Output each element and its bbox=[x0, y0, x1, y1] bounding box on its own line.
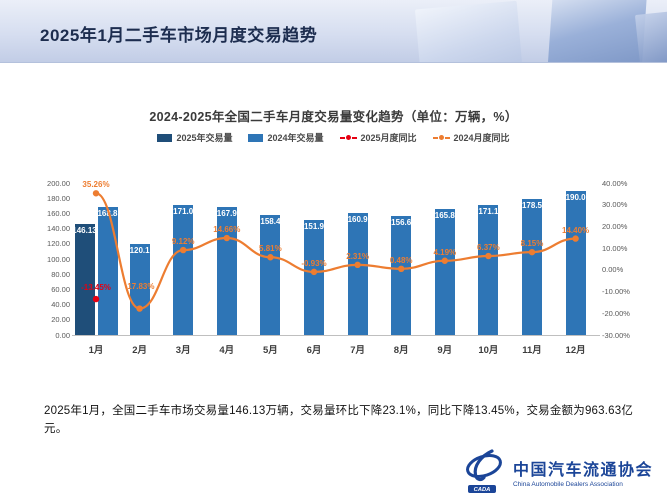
page-title: 2025年1月二手车市场月度交易趋势 bbox=[40, 26, 318, 45]
bar-2024 bbox=[173, 205, 194, 335]
line-value-label: 8.15% bbox=[520, 239, 544, 249]
bar-value-label: 171.0 bbox=[173, 207, 194, 217]
line-value-label: 14.40% bbox=[562, 225, 590, 235]
y-axis-label-left: 20.00 bbox=[51, 315, 70, 325]
svg-text:CADA: CADA bbox=[474, 487, 491, 493]
y-axis-label-right: 0.00% bbox=[602, 265, 624, 275]
y-axis-label-left: 60.00 bbox=[51, 284, 70, 294]
bar-value-label: 120.1 bbox=[129, 245, 150, 255]
legend-item-2025-volume: 2025年交易量 bbox=[157, 131, 232, 144]
line-value-label: 9.12% bbox=[171, 237, 195, 247]
bar-value-label: 178.5 bbox=[521, 201, 543, 211]
bar-value-label: 165.8 bbox=[434, 210, 455, 220]
line-value-label: 35.26% bbox=[82, 180, 110, 190]
x-axis-label: 8月 bbox=[393, 345, 409, 356]
legend-item-2024-volume: 2024年交易量 bbox=[248, 131, 324, 144]
x-axis-line bbox=[72, 335, 600, 336]
y-axis-label-left: 100.00 bbox=[47, 254, 70, 264]
y-axis-label-left: 0.00 bbox=[55, 330, 70, 340]
legend-swatch-2024-line bbox=[432, 135, 450, 140]
bar-value-label: 168.8 bbox=[97, 208, 118, 218]
bar-2024 bbox=[478, 204, 499, 335]
x-axis-label: 2月 bbox=[132, 345, 147, 356]
line-value-label: 2.31% bbox=[346, 251, 369, 261]
bar-value-label: 171.1 bbox=[478, 206, 499, 216]
org-name-block: 中国汽车流通协会 China Automobile Dealers Associ… bbox=[513, 456, 653, 488]
legend-label: 2024年交易量 bbox=[267, 133, 324, 143]
header-banner: 2025年1月二手车市场月度交易趋势 bbox=[0, 0, 667, 63]
x-axis-label: 1月 bbox=[88, 345, 104, 356]
legend-label: 2025年交易量 bbox=[176, 133, 233, 143]
legend-label: 2024月度同比 bbox=[453, 133, 510, 143]
y-axis-label-left: 40.00 bbox=[51, 300, 70, 310]
bar-value-label: 151.9 bbox=[303, 221, 325, 231]
legend-item-2024-yoy: 2024月度同比 bbox=[432, 131, 510, 144]
bar-value-label: 190.0 bbox=[565, 192, 586, 202]
bar-2024 bbox=[565, 190, 586, 335]
y-axis-label-right: 10.00% bbox=[602, 243, 628, 253]
bar-value-label: 167.9 bbox=[216, 209, 237, 219]
x-axis-label: 9月 bbox=[437, 345, 453, 356]
bar-value-label: 156.6 bbox=[391, 217, 412, 227]
bar-2025 bbox=[74, 223, 95, 335]
y-axis-label-right: -30.00% bbox=[602, 330, 630, 340]
legend-swatch-2024-bar bbox=[248, 133, 264, 142]
y-axis-label-right: -20.00% bbox=[602, 308, 630, 318]
bar-2024 bbox=[391, 215, 412, 335]
x-axis-label: 4月 bbox=[219, 345, 235, 356]
bar-2024 bbox=[304, 219, 324, 335]
x-axis-label: 3月 bbox=[175, 345, 191, 356]
y-axis-label-left: 200.00 bbox=[47, 178, 70, 188]
x-axis-label: 12月 bbox=[565, 345, 586, 356]
cada-emblem-icon: CADA bbox=[466, 449, 502, 493]
y-axis-label-right: 40.00% bbox=[602, 178, 628, 188]
line-value-label: 14.66% bbox=[213, 225, 241, 235]
line-value-label: 6.37% bbox=[477, 243, 500, 253]
y-axis-label-left: 160.00 bbox=[47, 208, 70, 218]
line-value-label: -13.45% bbox=[81, 283, 111, 293]
bar-value-label: 160.9 bbox=[347, 214, 368, 224]
legend-label: 2025月度同比 bbox=[360, 133, 417, 143]
x-axis-label: 10月 bbox=[478, 345, 499, 356]
x-axis-label: 7月 bbox=[350, 345, 365, 356]
x-axis-label: 11月 bbox=[522, 345, 542, 356]
line-value-label: -0.93% bbox=[301, 258, 327, 268]
org-name-en: China Automobile Dealers Association bbox=[512, 480, 623, 488]
bar-value-label: 158.4 bbox=[260, 216, 281, 226]
bar-2024 bbox=[434, 208, 455, 335]
x-axis-label: 5月 bbox=[262, 345, 278, 356]
y-axis-label-right: 20.00% bbox=[602, 221, 628, 231]
y-axis-label-left: 140.00 bbox=[47, 224, 70, 234]
chart-legend: 2025年交易量 2024年交易量 2025月度同比 2024月度同比 bbox=[0, 131, 667, 144]
x-axis-label: 6月 bbox=[306, 345, 322, 356]
y-axis-label-left: 120.00 bbox=[47, 239, 70, 249]
line-value-label: 4.19% bbox=[433, 247, 457, 257]
line-value-label: -17.83% bbox=[124, 281, 155, 291]
bar-2024 bbox=[347, 212, 368, 335]
line-value-label: 0.48% bbox=[389, 255, 413, 265]
bar-2024 bbox=[260, 214, 281, 335]
bar-value-label: 146.13 bbox=[72, 225, 97, 235]
y-axis-label-right: -10.00% bbox=[602, 287, 630, 297]
data-point bbox=[92, 190, 100, 197]
y-axis-label-left: 80.00 bbox=[51, 269, 70, 279]
y-axis-label-left: 180.00 bbox=[47, 193, 70, 203]
chart-title: 2024-2025年全国二手车月度交易量变化趋势（单位：万辆，%） bbox=[149, 110, 518, 124]
summary-note: 2025年1月，全国二手车市场交易量146.13万辆，交易量环比下降23.1%，… bbox=[44, 405, 634, 435]
bar-2024 bbox=[97, 206, 118, 335]
legend-swatch-2025-bar bbox=[157, 133, 173, 142]
legend-item-2025-yoy: 2025月度同比 bbox=[339, 131, 417, 144]
line-value-label: 5.81% bbox=[259, 244, 282, 254]
legend-swatch-2025-line bbox=[339, 135, 357, 140]
y-axis-label-right: 30.00% bbox=[602, 200, 628, 210]
cada-logo: CADA 中国汽车流通协会 China Automobile Dealers A… bbox=[461, 448, 653, 495]
bar-2024 bbox=[522, 199, 542, 335]
org-name-cn: 中国汽车流通协会 bbox=[512, 461, 653, 479]
